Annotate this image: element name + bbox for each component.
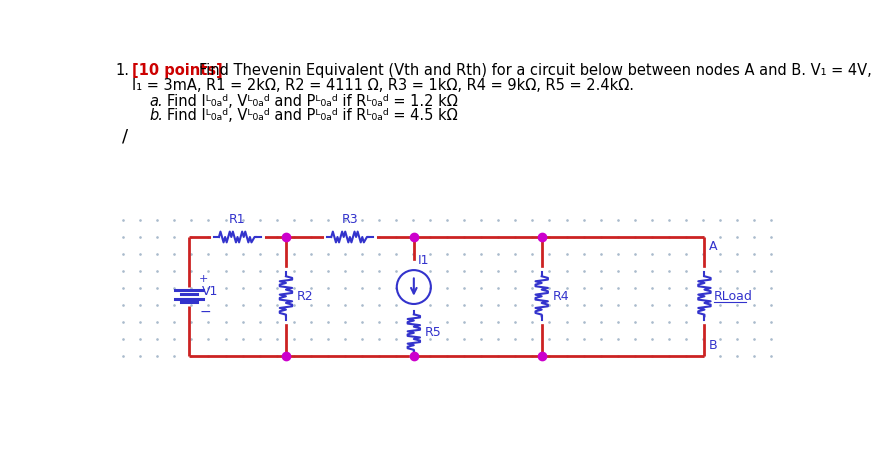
Text: +: + xyxy=(199,274,209,284)
Text: Find Thevenin Equivalent (Vth and Rth) for a circuit below between nodes A and B: Find Thevenin Equivalent (Vth and Rth) f… xyxy=(199,63,872,78)
Text: −: − xyxy=(199,304,211,318)
Text: RLoad: RLoad xyxy=(714,290,753,303)
Text: [10 points]: [10 points] xyxy=(133,63,223,78)
Text: I1: I1 xyxy=(418,254,429,267)
Text: Find Iᴸ₀ₐᵈ, Vᴸ₀ₐᵈ and Pᴸ₀ₐᵈ if Rᴸ₀ₐᵈ = 4.5 kΩ: Find Iᴸ₀ₐᵈ, Vᴸ₀ₐᵈ and Pᴸ₀ₐᵈ if Rᴸ₀ₐᵈ = 4… xyxy=(167,107,457,123)
Text: Find Iᴸ₀ₐᵈ, Vᴸ₀ₐᵈ and Pᴸ₀ₐᵈ if Rᴸ₀ₐᵈ = 1.2 kΩ: Find Iᴸ₀ₐᵈ, Vᴸ₀ₐᵈ and Pᴸ₀ₐᵈ if Rᴸ₀ₐᵈ = 1… xyxy=(167,94,457,109)
Text: V1: V1 xyxy=(202,285,218,298)
Text: 1.: 1. xyxy=(115,63,129,78)
Text: B: B xyxy=(709,340,718,353)
Text: /: / xyxy=(121,127,128,146)
Text: a.: a. xyxy=(149,94,163,109)
Text: R4: R4 xyxy=(552,290,569,303)
Text: I₁ = 3mA, R1 = 2kΩ, R2 = 4111 Ω, R3 = 1kΩ, R4 = 9kΩ, R5 = 2.4kΩ.: I₁ = 3mA, R1 = 2kΩ, R2 = 4111 Ω, R3 = 1k… xyxy=(133,78,635,93)
Text: R3: R3 xyxy=(342,213,358,226)
Text: b.: b. xyxy=(149,107,163,123)
Text: R1: R1 xyxy=(229,213,246,226)
Text: R5: R5 xyxy=(425,326,441,340)
Text: A: A xyxy=(709,240,718,253)
Text: R2: R2 xyxy=(297,290,314,303)
